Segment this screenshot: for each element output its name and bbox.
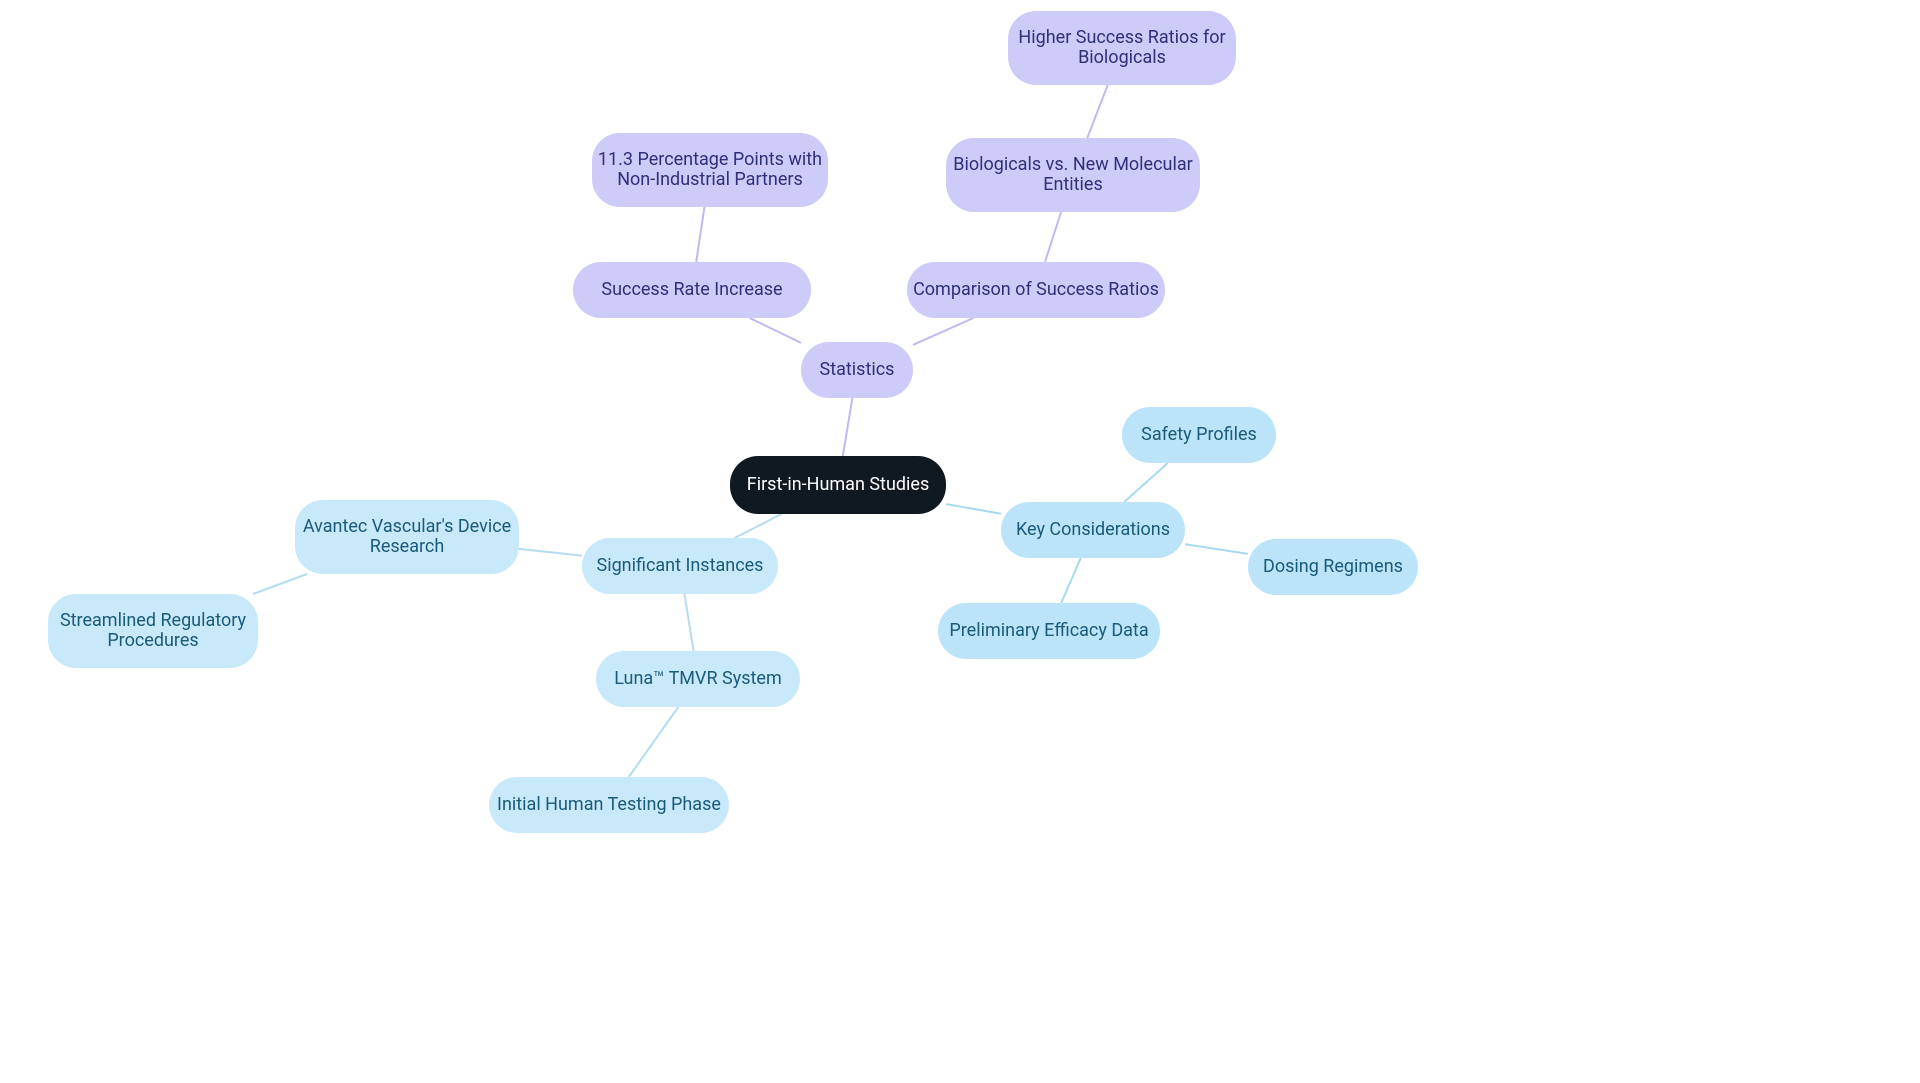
node-kc: Key Considerations: [1001, 502, 1185, 558]
node-sp: Safety Profiles: [1122, 407, 1276, 463]
node-label: Avantec Vascular's Device: [303, 516, 511, 537]
node-label: Procedures: [107, 630, 198, 651]
node-label: Research: [370, 536, 445, 557]
node-label: Preliminary Efficacy Data: [949, 620, 1148, 641]
node-si: Significant Instances: [582, 538, 778, 594]
edge: [684, 594, 693, 651]
node-label: Safety Profiles: [1141, 424, 1257, 445]
edge: [519, 549, 582, 556]
node-hsb: Higher Success Ratios forBiologicals: [1008, 11, 1236, 85]
node-label: Significant Instances: [597, 555, 764, 576]
node-label: 11.3 Percentage Points with: [598, 149, 822, 170]
node-label: Higher Success Ratios for: [1018, 27, 1225, 48]
edge: [1045, 212, 1061, 262]
node-sri: Success Rate Increase: [573, 262, 811, 318]
node-label: Entities: [1043, 174, 1103, 195]
edge: [946, 504, 1001, 514]
node-root: First-in-Human Studies: [730, 456, 946, 514]
node-label: Initial Human Testing Phase: [497, 794, 721, 815]
edge: [1124, 463, 1168, 502]
edge: [843, 398, 853, 456]
edge: [750, 318, 801, 343]
node-label: Biologicals: [1078, 47, 1166, 68]
node-label: Success Rate Increase: [601, 279, 782, 300]
node-label: Statistics: [820, 359, 895, 380]
node-ihtp: Initial Human Testing Phase: [489, 777, 729, 833]
node-bve: Biologicals vs. New MolecularEntities: [946, 138, 1200, 212]
edge: [1087, 85, 1107, 138]
edge: [1185, 544, 1248, 554]
node-dr: Dosing Regimens: [1248, 539, 1418, 595]
edge: [735, 514, 782, 538]
nodes-layer: First-in-Human Studies Statistics Success …: [48, 11, 1418, 833]
node-label: Non-Industrial Partners: [617, 169, 803, 190]
node-label: Key Considerations: [1016, 519, 1170, 540]
node-csr: Comparison of Success Ratios: [907, 262, 1165, 318]
edge: [253, 574, 307, 594]
node-stats: Statistics: [801, 342, 913, 398]
node-label: First-in-Human Studies: [747, 474, 929, 495]
node-avd: Avantec Vascular's DeviceResearch: [295, 500, 519, 574]
node-label: Streamlined Regulatory: [60, 610, 247, 631]
edge: [913, 318, 973, 345]
node-pe: Preliminary Efficacy Data: [938, 603, 1160, 659]
edge: [1061, 558, 1081, 603]
node-ltmvr: Luna™ TMVR System: [596, 651, 800, 707]
node-sri1: 11.3 Percentage Points withNon-Industria…: [592, 133, 828, 207]
node-label: Biologicals vs. New Molecular: [953, 154, 1192, 175]
mindmap-diagram: First-in-Human Studies Statistics Success …: [0, 0, 1920, 1083]
node-srp: Streamlined RegulatoryProcedures: [48, 594, 258, 668]
node-label: Comparison of Success Ratios: [913, 279, 1159, 300]
node-label: Dosing Regimens: [1263, 556, 1403, 577]
edge: [629, 707, 678, 777]
edge: [696, 207, 704, 262]
node-label: Luna™ TMVR System: [614, 668, 782, 689]
